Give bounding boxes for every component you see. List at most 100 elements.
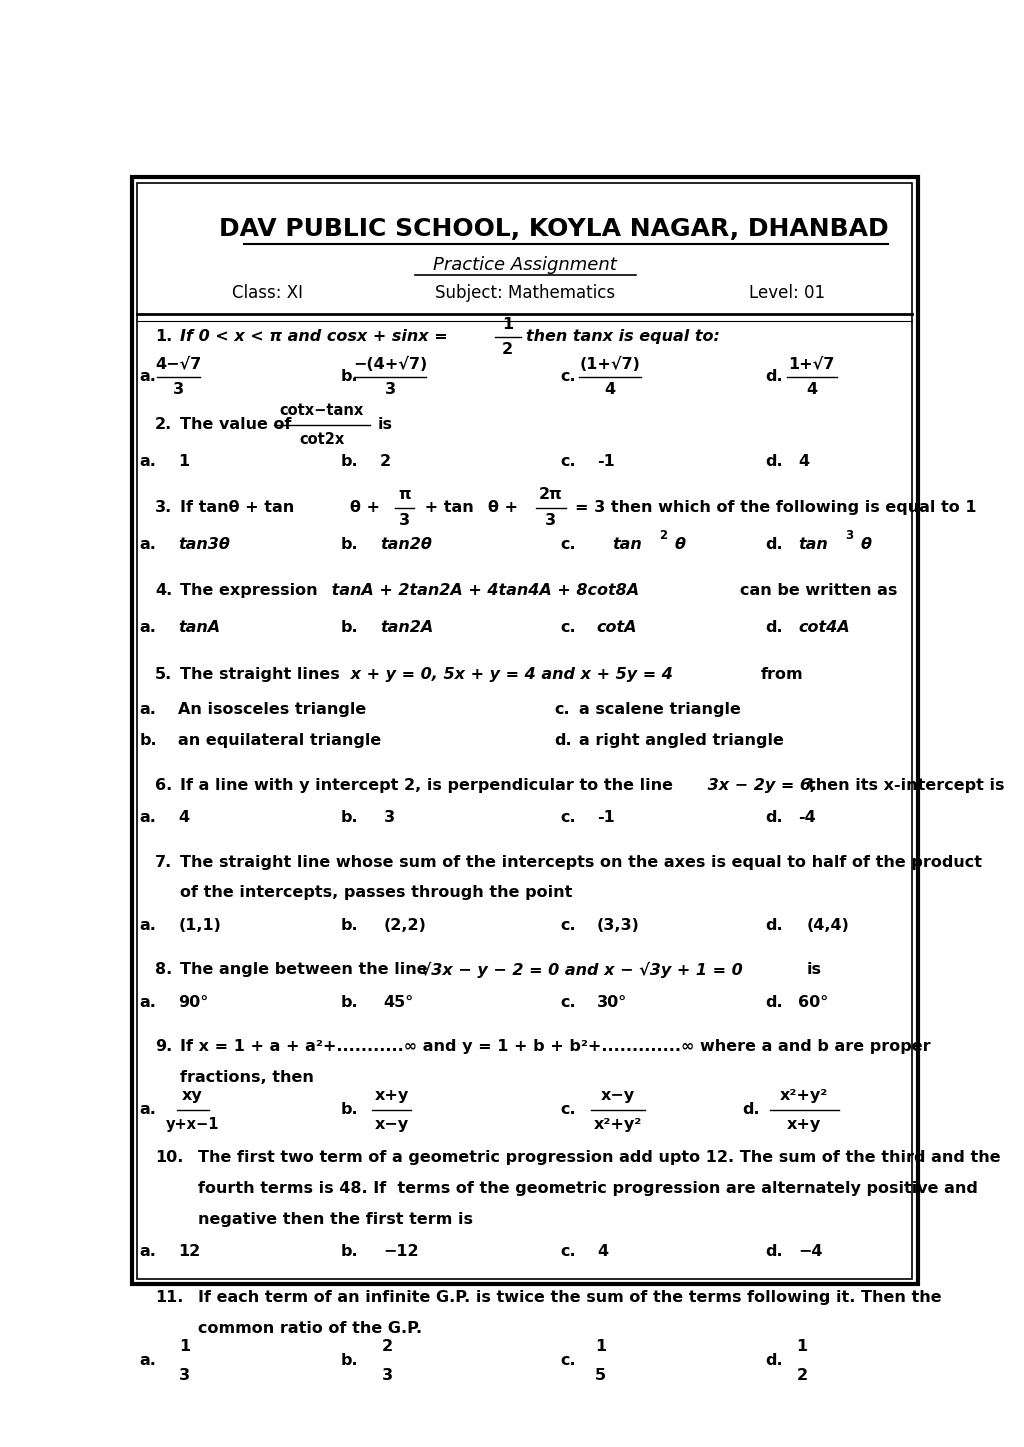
Text: tan3θ: tan3θ bbox=[178, 537, 230, 553]
Text: -4: -4 bbox=[799, 810, 816, 825]
Text: of the intercepts, passes through the point: of the intercepts, passes through the po… bbox=[180, 886, 572, 900]
Text: 3x − 2y = 6,: 3x − 2y = 6, bbox=[701, 777, 816, 793]
Text: can be written as: can be written as bbox=[740, 583, 898, 599]
Text: cotx−tanx: cotx−tanx bbox=[280, 402, 364, 418]
Text: θ +: θ + bbox=[488, 501, 518, 515]
Text: b.: b. bbox=[341, 1244, 358, 1259]
Text: 4: 4 bbox=[806, 382, 817, 398]
Text: x²+y²: x²+y² bbox=[779, 1088, 828, 1103]
Text: π: π bbox=[398, 488, 411, 502]
Text: 1: 1 bbox=[797, 1338, 808, 1354]
Text: is: is bbox=[378, 417, 392, 433]
Text: c.: c. bbox=[560, 369, 577, 385]
Text: negative then the first term is: negative then the first term is bbox=[198, 1211, 473, 1227]
Text: cot4A: cot4A bbox=[799, 621, 850, 635]
Text: The value of: The value of bbox=[180, 417, 297, 433]
Text: (1+√7): (1+√7) bbox=[580, 356, 640, 372]
Text: -1: -1 bbox=[597, 810, 614, 825]
Text: 3: 3 bbox=[384, 382, 395, 398]
Text: 1.: 1. bbox=[155, 330, 172, 344]
Text: a right angled triangle: a right angled triangle bbox=[579, 732, 784, 748]
Text: 1: 1 bbox=[178, 454, 189, 469]
Text: cotA: cotA bbox=[597, 621, 637, 635]
Text: c.: c. bbox=[554, 702, 570, 718]
Text: 2: 2 bbox=[382, 1338, 393, 1354]
Text: b.: b. bbox=[341, 1103, 358, 1117]
Text: 5: 5 bbox=[595, 1367, 606, 1383]
Text: (4,4): (4,4) bbox=[806, 917, 849, 933]
Text: b.: b. bbox=[341, 917, 358, 933]
Text: The straight lines: The straight lines bbox=[180, 667, 340, 682]
Text: (3,3): (3,3) bbox=[597, 917, 640, 933]
Text: 3: 3 bbox=[384, 810, 395, 825]
Text: 4−√7: 4−√7 bbox=[156, 356, 202, 372]
Text: √3x − y − 2 = 0 and x − √3y + 1 = 0: √3x − y − 2 = 0 and x − √3y + 1 = 0 bbox=[415, 962, 742, 978]
Text: An isosceles triangle: An isosceles triangle bbox=[178, 702, 367, 718]
Text: θ +: θ + bbox=[350, 501, 381, 515]
Text: 7.: 7. bbox=[155, 855, 172, 870]
Text: 11.: 11. bbox=[155, 1291, 183, 1305]
Text: 3: 3 bbox=[173, 382, 184, 398]
Text: is: is bbox=[806, 962, 821, 977]
Text: c.: c. bbox=[560, 994, 577, 1010]
Text: The straight line whose sum of the intercepts on the axes is equal to half of th: The straight line whose sum of the inter… bbox=[180, 855, 982, 870]
Text: tan: tan bbox=[799, 537, 828, 553]
Text: If tanθ + tan: If tanθ + tan bbox=[180, 501, 294, 515]
Text: 3: 3 bbox=[845, 530, 853, 543]
Text: a scalene triangle: a scalene triangle bbox=[579, 702, 741, 718]
Text: 4: 4 bbox=[799, 454, 810, 469]
Text: DAV PUBLIC SCHOOL, KOYLA NAGAR, DHANBAD: DAV PUBLIC SCHOOL, KOYLA NAGAR, DHANBAD bbox=[219, 217, 889, 242]
Text: 1: 1 bbox=[595, 1338, 606, 1354]
Text: x−y: x−y bbox=[375, 1117, 409, 1132]
Text: d.: d. bbox=[765, 454, 782, 469]
Text: a.: a. bbox=[139, 454, 157, 469]
Text: θ: θ bbox=[675, 537, 685, 553]
Text: 3.: 3. bbox=[155, 501, 172, 515]
Text: then tanx is equal to:: then tanx is equal to: bbox=[525, 330, 720, 344]
Text: d.: d. bbox=[765, 1353, 782, 1369]
Text: a.: a. bbox=[139, 1244, 157, 1259]
Text: 2: 2 bbox=[658, 530, 667, 543]
FancyBboxPatch shape bbox=[132, 178, 918, 1283]
Text: d.: d. bbox=[765, 369, 782, 385]
Text: b.: b. bbox=[341, 621, 358, 635]
Text: y+x−1: y+x−1 bbox=[166, 1117, 219, 1132]
Text: 2: 2 bbox=[502, 343, 513, 357]
Text: (2,2): (2,2) bbox=[384, 917, 427, 933]
Text: 45°: 45° bbox=[384, 994, 414, 1010]
Text: + tan: + tan bbox=[419, 501, 473, 515]
Text: θ: θ bbox=[860, 537, 871, 553]
Text: 5.: 5. bbox=[155, 667, 172, 682]
Text: a.: a. bbox=[139, 702, 157, 718]
Text: d.: d. bbox=[765, 810, 782, 825]
Text: The expression: The expression bbox=[180, 583, 317, 599]
Text: a.: a. bbox=[139, 621, 157, 635]
Text: c.: c. bbox=[560, 1103, 577, 1117]
Text: d.: d. bbox=[765, 994, 782, 1010]
Text: x + y = 0, 5x + y = 4 and x + 5y = 4: x + y = 0, 5x + y = 4 and x + 5y = 4 bbox=[345, 667, 673, 682]
Text: 2π: 2π bbox=[539, 488, 562, 502]
Text: a.: a. bbox=[139, 1353, 157, 1369]
Text: 6.: 6. bbox=[155, 777, 172, 793]
Text: 90°: 90° bbox=[178, 994, 209, 1010]
Text: b.: b. bbox=[341, 369, 358, 385]
Text: tan2θ: tan2θ bbox=[380, 537, 432, 553]
Text: If x = 1 + a + a²+...........∞ and y = 1 + b + b²+.............∞ where a and b a: If x = 1 + a + a²+...........∞ and y = 1… bbox=[180, 1039, 931, 1055]
Text: b.: b. bbox=[341, 810, 358, 825]
Text: 60°: 60° bbox=[799, 994, 828, 1010]
Text: 3: 3 bbox=[179, 1367, 190, 1383]
Text: 1: 1 bbox=[502, 317, 513, 333]
Text: 4: 4 bbox=[597, 1244, 608, 1259]
Text: 3: 3 bbox=[545, 514, 556, 528]
Text: tanA + 2tan2A + 4tan4A + 8cot8A: tanA + 2tan2A + 4tan4A + 8cot8A bbox=[326, 583, 639, 599]
Text: x−y: x−y bbox=[601, 1088, 635, 1103]
Text: 1: 1 bbox=[179, 1338, 190, 1354]
Text: If each term of an infinite G.P. is twice the sum of the terms following it. The: If each term of an infinite G.P. is twic… bbox=[198, 1291, 941, 1305]
Text: a.: a. bbox=[139, 917, 157, 933]
Text: fractions, then: fractions, then bbox=[180, 1071, 313, 1085]
Text: c.: c. bbox=[560, 810, 577, 825]
Text: fourth terms is 48. If  terms of the geometric progression are alternately posit: fourth terms is 48. If terms of the geom… bbox=[198, 1181, 978, 1197]
Text: 9.: 9. bbox=[155, 1039, 172, 1055]
Text: 10.: 10. bbox=[155, 1150, 183, 1165]
Text: 2: 2 bbox=[380, 454, 391, 469]
